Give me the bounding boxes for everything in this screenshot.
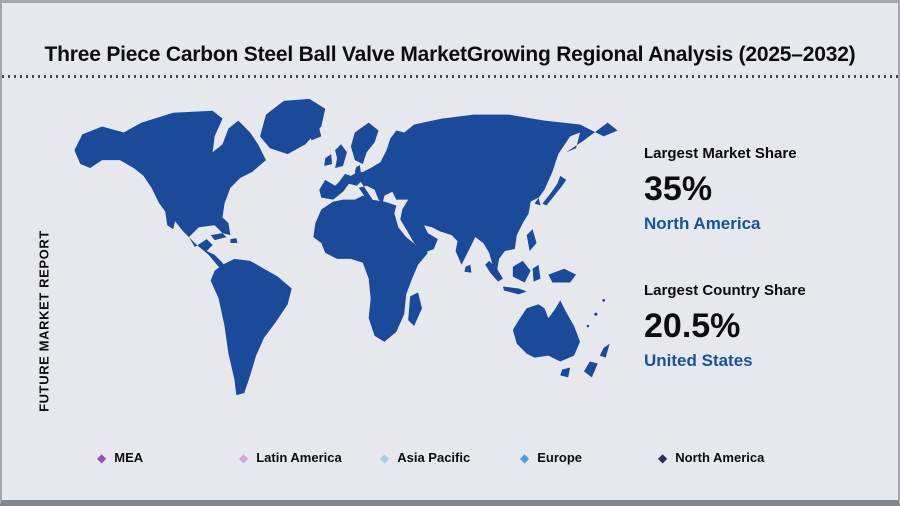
legend-item-label: Europe xyxy=(537,450,583,465)
world-map-landmass xyxy=(74,98,618,396)
legend-diamond-icon: ◆ xyxy=(239,450,249,465)
legend-item-asia-pacific: ◆ Asia Pacific xyxy=(380,450,470,465)
title-separator xyxy=(2,75,898,78)
legend-item-label: North America xyxy=(675,450,765,465)
stat-value: 20.5% xyxy=(644,307,741,345)
page-title: Three Piece Carbon Steel Ball Valve Mark… xyxy=(44,43,856,66)
legend-item-europe: ◆ Europe xyxy=(520,450,582,465)
legend-item-north-america: ◆ North America xyxy=(658,450,764,465)
stats-panel: Largest Market Share 35% North America L… xyxy=(644,145,884,419)
legend-item-mea: ◆ MEA xyxy=(97,450,143,465)
legend-diamond-icon: ◆ xyxy=(658,450,668,465)
legend-diamond-icon: ◆ xyxy=(97,450,107,465)
stat-largest-market-share: Largest Market Share 35% North America xyxy=(644,145,884,234)
stat-label: Largest Country Share xyxy=(644,282,806,299)
map-legend: ◆ MEA ◆ Latin America ◆ Asia Pacific ◆ E… xyxy=(2,450,898,472)
stat-label: Largest Market Share xyxy=(644,145,797,162)
stat-largest-country-share: Largest Country Share 20.5% United State… xyxy=(644,282,884,371)
stat-region: North America xyxy=(644,214,761,233)
legend-item-latin-america: ◆ Latin America xyxy=(239,450,342,465)
legend-diamond-icon: ◆ xyxy=(520,450,530,465)
legend-item-label: MEA xyxy=(114,450,144,465)
brand-watermark: FUTURE MARKET REPORT xyxy=(36,230,52,412)
world-map-container xyxy=(64,89,622,405)
legend-diamond-icon: ◆ xyxy=(380,450,390,465)
world-map xyxy=(74,98,618,396)
legend-item-label: Latin America xyxy=(256,450,342,465)
legend-item-label: Asia Pacific xyxy=(397,450,471,465)
stat-region: United States xyxy=(644,351,753,370)
stat-value: 35% xyxy=(644,170,713,208)
